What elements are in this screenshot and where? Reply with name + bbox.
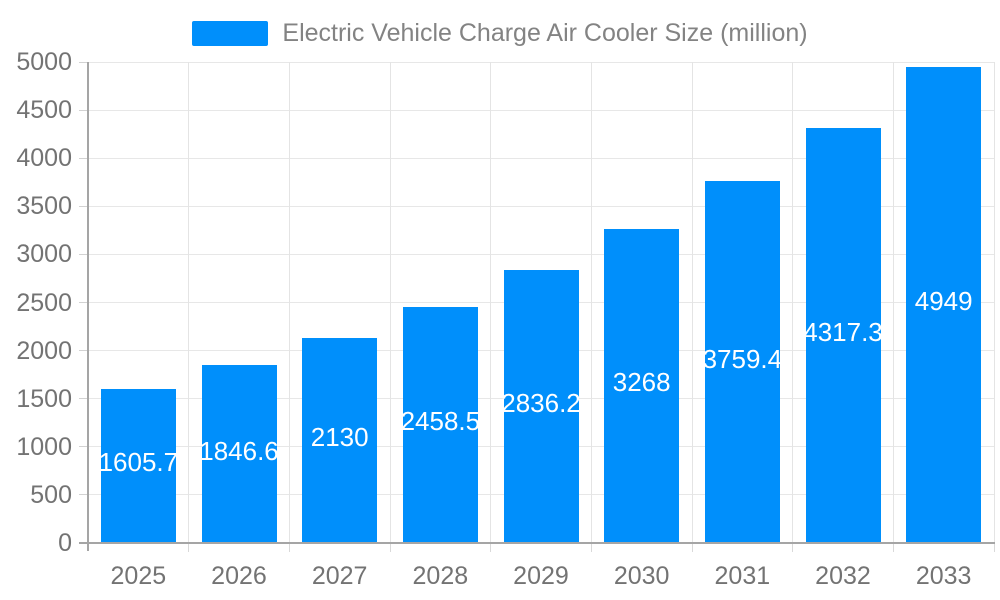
- bar-2025[interactable]: 1605.7: [98, 388, 179, 543]
- bar-value-label: 2458.5: [400, 406, 481, 437]
- bar-value-label: 3759.4: [702, 343, 783, 374]
- v-gridline: [490, 62, 492, 543]
- bar-value-label: 3268: [612, 367, 671, 398]
- x-axis-tick: [892, 543, 894, 552]
- y-axis-tick: [79, 109, 88, 111]
- y-axis-label: 5000: [16, 48, 72, 76]
- x-axis-tick: [188, 543, 190, 552]
- bar-value-label: 1605.7: [98, 447, 179, 478]
- v-gridline: [389, 62, 391, 543]
- y-axis-tick: [79, 302, 88, 303]
- chart-legend[interactable]: Electric Vehicle Charge Air Cooler Size …: [0, 19, 1000, 48]
- x-axis-label: 2029: [513, 562, 569, 590]
- v-gridline: [288, 62, 290, 543]
- h-gridline: [88, 61, 994, 63]
- v-gridline: [993, 62, 995, 543]
- v-gridline: [691, 62, 693, 543]
- h-gridline: [88, 109, 994, 111]
- bar-value-label: 2130: [310, 422, 369, 453]
- bar-2033[interactable]: 4949: [906, 66, 982, 543]
- x-axis-line: [79, 542, 995, 544]
- bar-value-label: 4317.3: [803, 316, 883, 347]
- y-axis-tick: [79, 61, 88, 63]
- bar-2026[interactable]: 1846.6: [199, 365, 279, 543]
- legend-label: Electric Vehicle Charge Air Cooler Size …: [282, 19, 808, 47]
- y-axis-label: 1000: [16, 432, 72, 461]
- bar-2029[interactable]: 2836.2: [501, 270, 581, 543]
- y-axis-label: 0: [58, 529, 72, 557]
- bar-value-label: 4949: [914, 286, 973, 317]
- y-axis-label: 3000: [16, 240, 72, 269]
- v-gridline: [590, 62, 592, 543]
- v-gridline: [892, 62, 894, 543]
- x-axis-tick: [288, 543, 290, 552]
- x-axis-label: 2025: [110, 562, 167, 590]
- x-axis-label: 2027: [311, 562, 368, 590]
- bar-value-label: 2836.2: [501, 388, 581, 419]
- x-axis-label: 2032: [815, 562, 871, 590]
- x-axis-label: 2033: [915, 562, 972, 590]
- plot-area: 0 500 1000 1500 2000 2500 3000 3500 4000 4500 5000…: [16, 49, 995, 590]
- y-axis-line: [87, 62, 89, 551]
- y-axis-label: 3500: [16, 192, 72, 221]
- x-axis-tick: [490, 543, 492, 552]
- v-gridline: [188, 62, 190, 543]
- y-axis-label: 2500: [16, 288, 72, 317]
- x-axis-label: 2031: [714, 562, 771, 590]
- y-axis-tick: [79, 157, 88, 159]
- y-axis-tick: [79, 350, 88, 352]
- bar-value-label: 1846.6: [199, 435, 279, 466]
- y-axis-tick: [79, 253, 88, 255]
- x-axis-label: 2030: [613, 562, 670, 590]
- y-axis-tick: [79, 494, 88, 496]
- x-axis-label: 2026: [211, 562, 267, 590]
- x-axis-tick: [993, 543, 995, 552]
- y-axis-label: 4000: [16, 144, 72, 173]
- x-axis-tick: [590, 543, 592, 552]
- y-axis-tick: [79, 205, 88, 207]
- v-gridline: [792, 62, 794, 543]
- y-axis-tick: [79, 398, 88, 400]
- y-axis-label: 1500: [16, 384, 72, 413]
- bar-2027[interactable]: 2130: [302, 338, 378, 543]
- x-axis-tick: [389, 543, 391, 552]
- h-gridline: [88, 205, 994, 207]
- h-gridline: [88, 157, 994, 159]
- y-axis-label: 2000: [16, 336, 72, 365]
- y-axis-label: 500: [30, 480, 72, 509]
- bar-2028[interactable]: 2458.5: [400, 306, 481, 543]
- y-axis-label: 4500: [16, 96, 72, 125]
- bar-2030[interactable]: 3268: [604, 228, 680, 543]
- legend-swatch: [192, 21, 269, 46]
- bar-2032[interactable]: 4317.3: [803, 127, 883, 543]
- bar-2031[interactable]: 3759.4: [702, 181, 783, 543]
- x-axis-tick: [691, 543, 693, 552]
- x-axis-tick: [792, 543, 794, 552]
- y-axis-tick: [79, 446, 88, 448]
- h-gridline: [88, 253, 994, 255]
- x-axis-label: 2028: [412, 562, 469, 590]
